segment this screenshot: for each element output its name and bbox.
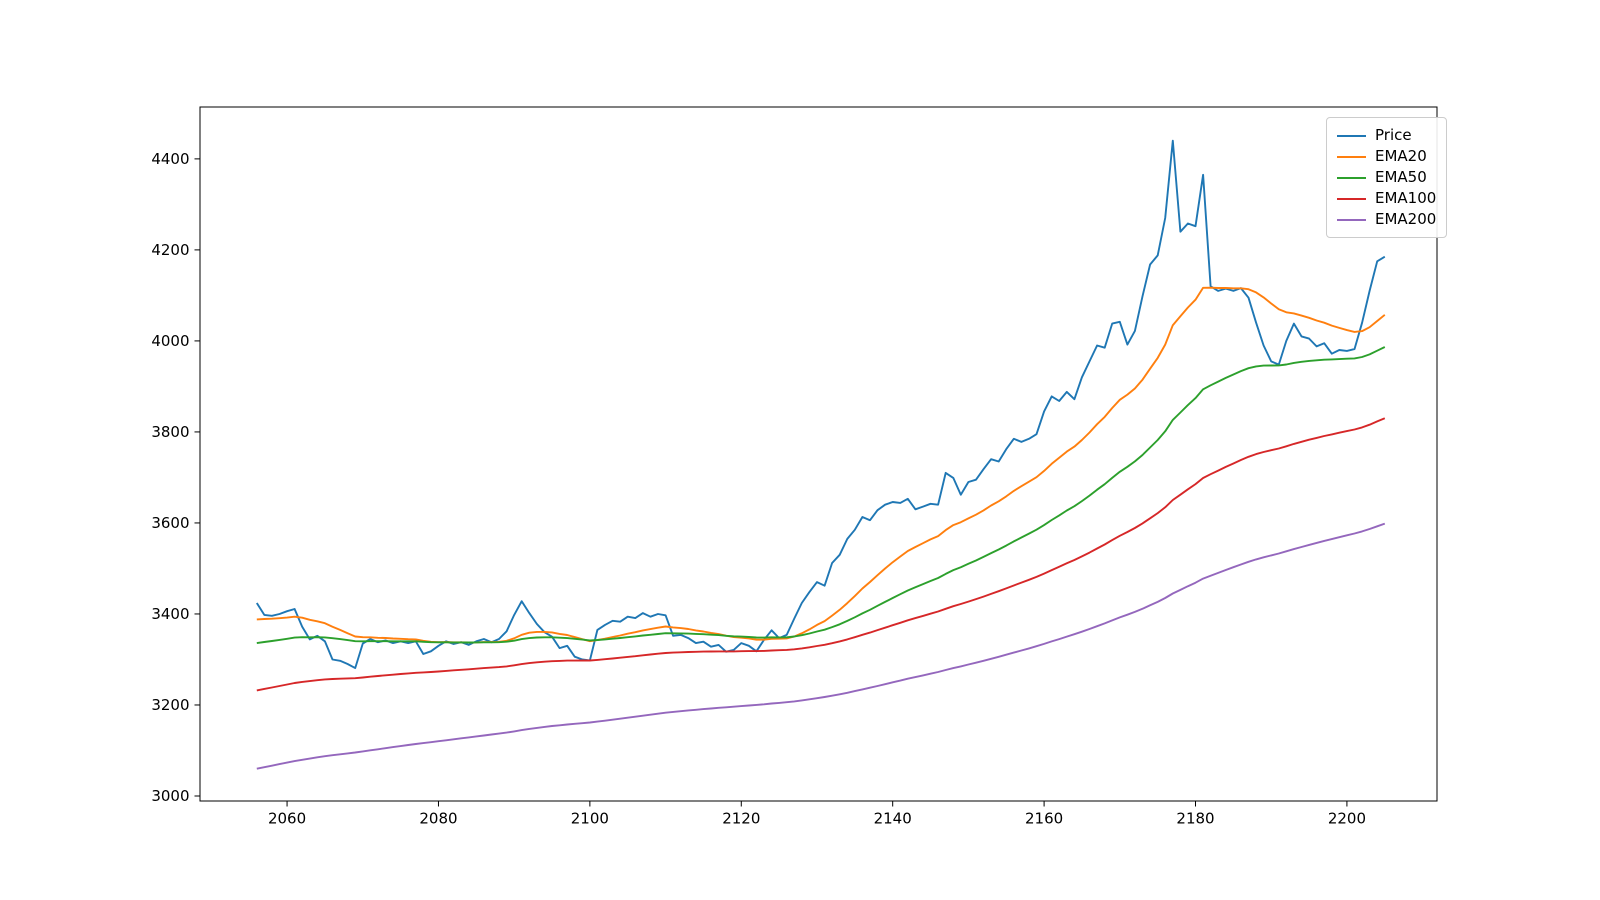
legend-entry-ema20: EMA20 xyxy=(1337,146,1436,167)
legend-label-price: Price xyxy=(1375,126,1412,144)
x-tick-label-3: 2120 xyxy=(722,810,760,828)
legend-label-ema20: EMA20 xyxy=(1375,147,1427,165)
y-tick-label-1: 3200 xyxy=(151,696,189,714)
legend-swatch-ema20 xyxy=(1337,155,1366,158)
x-tick-label-0: 2060 xyxy=(268,810,306,828)
y-tick-label-7: 4400 xyxy=(151,150,189,168)
legend-swatch-ema200 xyxy=(1337,218,1366,221)
legend-swatch-price xyxy=(1337,134,1366,137)
series-line-ema20 xyxy=(256,286,1386,644)
x-tick-label-6: 2180 xyxy=(1176,810,1214,828)
y-tick-label-0: 3000 xyxy=(151,787,189,805)
series-line-price xyxy=(255,139,1386,670)
legend-entry-ema50: EMA50 xyxy=(1337,167,1436,188)
legend-entry-ema100: EMA100 xyxy=(1337,188,1436,209)
x-tick-label-5: 2160 xyxy=(1025,810,1063,828)
y-tick-label-6: 4200 xyxy=(151,241,189,259)
y-tick-label-4: 3800 xyxy=(151,423,189,441)
legend-label-ema100: EMA100 xyxy=(1375,189,1437,207)
x-tick-label-7: 2200 xyxy=(1328,810,1366,828)
axes-frame xyxy=(199,106,1438,802)
legend: Price EMA20 EMA50 EMA100 EMA200 xyxy=(1326,117,1448,238)
y-tick-label-3: 3600 xyxy=(151,514,189,532)
x-tick-label-1: 2080 xyxy=(419,810,457,828)
legend-swatch-ema100 xyxy=(1337,197,1366,200)
legend-label-ema50: EMA50 xyxy=(1375,168,1427,186)
y-tick-label-2: 3400 xyxy=(151,605,189,623)
legend-swatch-ema50 xyxy=(1337,176,1366,179)
legend-entry-price: Price xyxy=(1337,125,1436,146)
y-tick-label-5: 4000 xyxy=(151,332,189,350)
series-line-ema50 xyxy=(256,346,1386,645)
x-tick-label-2: 2100 xyxy=(571,810,609,828)
legend-label-ema200: EMA200 xyxy=(1375,210,1437,228)
series-line-ema100 xyxy=(256,417,1386,692)
x-tick-label-4: 2140 xyxy=(874,810,912,828)
legend-entry-ema200: EMA200 xyxy=(1337,209,1436,230)
series-line-ema200 xyxy=(256,522,1386,770)
